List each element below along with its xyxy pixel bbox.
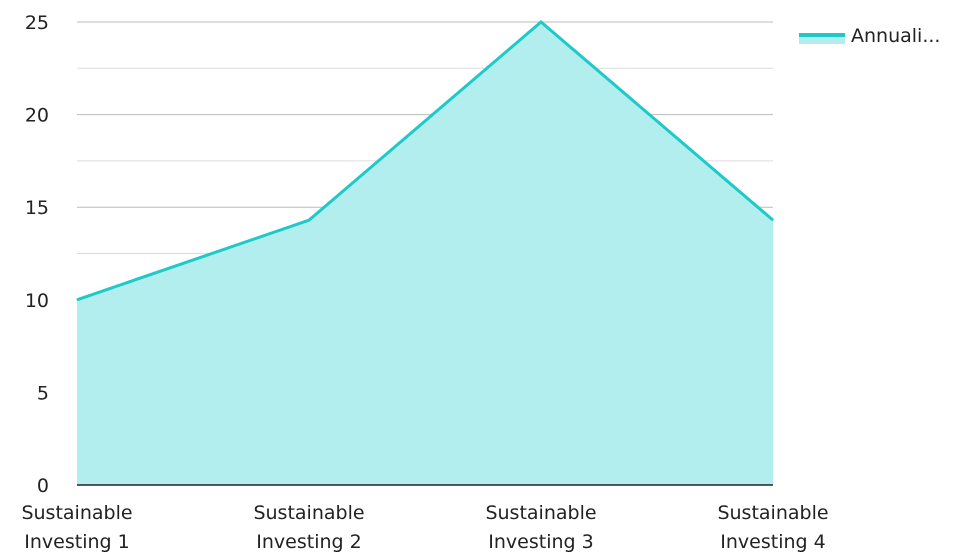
y-tick-label: 20	[25, 105, 49, 127]
legend[interactable]: Annuali...	[799, 25, 940, 47]
x-tick-label: Sustainable Investing 2	[253, 502, 364, 553]
series-area-layer	[76, 20, 774, 486]
data-point-0-1[interactable]	[308, 219, 310, 221]
y-tick-label: 0	[37, 475, 49, 497]
x-tick-label: Sustainable Investing 3	[485, 502, 596, 553]
x-tick-label: Sustainable Investing 1	[21, 502, 132, 553]
data-point-0-0[interactable]	[76, 299, 78, 301]
series-line-0	[76, 20, 774, 302]
legend-swatch	[799, 34, 845, 44]
y-axis-tick-labels: 0 5 10 15 20 25	[25, 12, 49, 497]
y-tick-label: 5	[37, 382, 49, 404]
x-tick-label: Sustainable Investing 4	[717, 502, 828, 553]
y-tick-label: 15	[25, 197, 49, 219]
data-point-0-2[interactable]	[540, 21, 542, 23]
series-area-0	[77, 22, 773, 485]
data-point-0-3[interactable]	[772, 219, 774, 221]
y-tick-label: 25	[25, 12, 49, 34]
x-axis-tick-labels: Sustainable Investing 1 Sustainable Investi…	[21, 502, 828, 553]
legend-label: Annuali...	[851, 25, 940, 47]
y-tick-label: 10	[25, 290, 49, 312]
